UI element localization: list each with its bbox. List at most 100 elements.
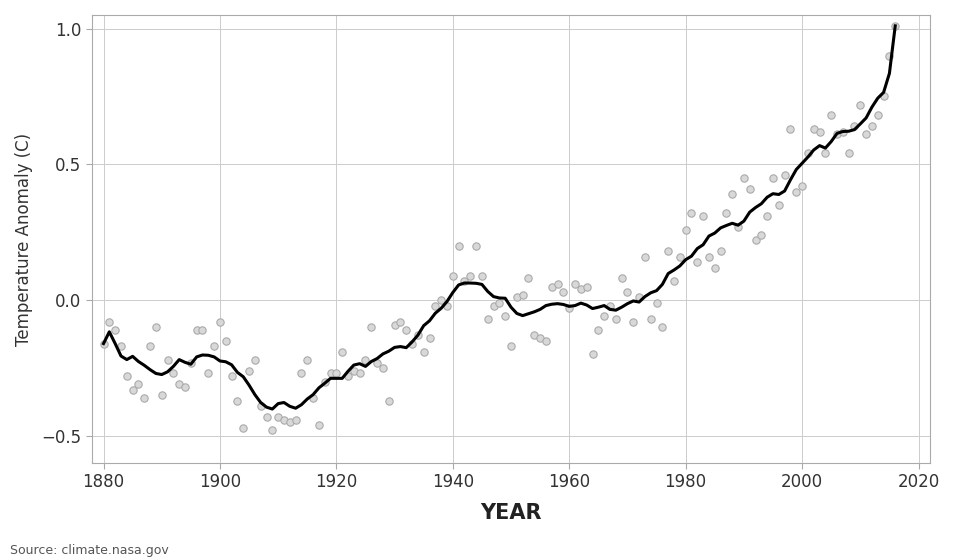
Point bbox=[387, 320, 402, 329]
Point bbox=[702, 252, 717, 261]
Point bbox=[783, 124, 798, 133]
Point bbox=[288, 415, 303, 424]
Point bbox=[491, 298, 507, 307]
Point bbox=[823, 111, 838, 120]
Point bbox=[777, 171, 793, 180]
Point bbox=[195, 325, 210, 334]
Y-axis label: Temperature Anomaly (C): Temperature Anomaly (C) bbox=[15, 133, 33, 346]
Point bbox=[165, 369, 181, 378]
Point bbox=[830, 130, 845, 139]
Point bbox=[137, 394, 152, 403]
Point bbox=[340, 372, 356, 381]
Point bbox=[463, 271, 478, 280]
Point bbox=[695, 212, 710, 221]
Point bbox=[206, 342, 222, 351]
Point bbox=[794, 181, 810, 190]
Point bbox=[836, 127, 851, 136]
Point bbox=[544, 282, 559, 291]
Point bbox=[189, 325, 205, 334]
Point bbox=[655, 323, 670, 332]
Point bbox=[486, 301, 501, 310]
Point bbox=[131, 380, 146, 389]
Point bbox=[678, 225, 693, 234]
Point bbox=[114, 342, 129, 351]
Point bbox=[527, 331, 542, 340]
Point bbox=[306, 394, 321, 403]
Point bbox=[120, 372, 135, 381]
Point bbox=[404, 339, 420, 348]
Point bbox=[451, 241, 467, 250]
Point bbox=[550, 279, 565, 288]
Point bbox=[335, 347, 350, 356]
Point bbox=[853, 100, 868, 109]
Point bbox=[574, 285, 589, 294]
Point bbox=[160, 356, 175, 365]
Point bbox=[358, 356, 373, 365]
Point bbox=[847, 122, 862, 131]
Point bbox=[229, 396, 245, 405]
Point bbox=[638, 252, 653, 261]
Point bbox=[346, 366, 361, 375]
Point bbox=[515, 290, 531, 299]
Point bbox=[753, 231, 769, 240]
Point bbox=[329, 369, 344, 378]
Point bbox=[876, 92, 891, 101]
Point bbox=[184, 358, 199, 367]
Point bbox=[561, 304, 576, 313]
Point bbox=[759, 212, 774, 221]
Point bbox=[748, 236, 763, 245]
Point bbox=[579, 282, 595, 291]
Point bbox=[410, 331, 425, 340]
Point bbox=[812, 127, 827, 136]
Point bbox=[585, 350, 600, 359]
Point bbox=[352, 369, 367, 378]
Point bbox=[427, 301, 443, 310]
Point bbox=[259, 412, 274, 421]
Point bbox=[504, 342, 519, 351]
Point bbox=[510, 293, 525, 302]
Point bbox=[224, 372, 239, 381]
Point bbox=[317, 377, 333, 386]
Point bbox=[649, 298, 664, 307]
Point bbox=[101, 318, 117, 326]
Point bbox=[689, 258, 705, 267]
Point bbox=[841, 149, 857, 158]
Point bbox=[142, 342, 158, 351]
Point bbox=[154, 391, 169, 400]
Point bbox=[800, 149, 815, 158]
Point bbox=[730, 222, 746, 231]
Point bbox=[864, 122, 880, 131]
Point bbox=[416, 347, 431, 356]
Point bbox=[433, 296, 448, 305]
Point bbox=[597, 312, 612, 321]
Point bbox=[474, 271, 489, 280]
Point bbox=[672, 252, 687, 261]
Point bbox=[881, 52, 897, 60]
Point bbox=[532, 334, 548, 343]
Point bbox=[666, 277, 682, 286]
Point bbox=[742, 184, 757, 193]
Point bbox=[870, 111, 885, 120]
Point bbox=[445, 271, 461, 280]
Point bbox=[148, 323, 163, 332]
Point bbox=[248, 356, 263, 365]
Point bbox=[736, 174, 751, 183]
Point bbox=[632, 293, 647, 302]
Point bbox=[707, 263, 723, 272]
Point bbox=[887, 21, 902, 30]
Point bbox=[568, 279, 583, 288]
Point bbox=[178, 382, 193, 391]
Point bbox=[282, 418, 297, 427]
Point bbox=[212, 318, 228, 326]
Point bbox=[858, 130, 874, 139]
Point bbox=[440, 301, 455, 310]
Point bbox=[457, 277, 472, 286]
Point bbox=[399, 325, 414, 334]
Point bbox=[381, 396, 397, 405]
Point bbox=[235, 423, 250, 432]
Point bbox=[806, 124, 821, 133]
Point bbox=[393, 318, 408, 326]
Point bbox=[684, 209, 699, 218]
Point bbox=[253, 402, 269, 410]
Point bbox=[625, 318, 641, 326]
